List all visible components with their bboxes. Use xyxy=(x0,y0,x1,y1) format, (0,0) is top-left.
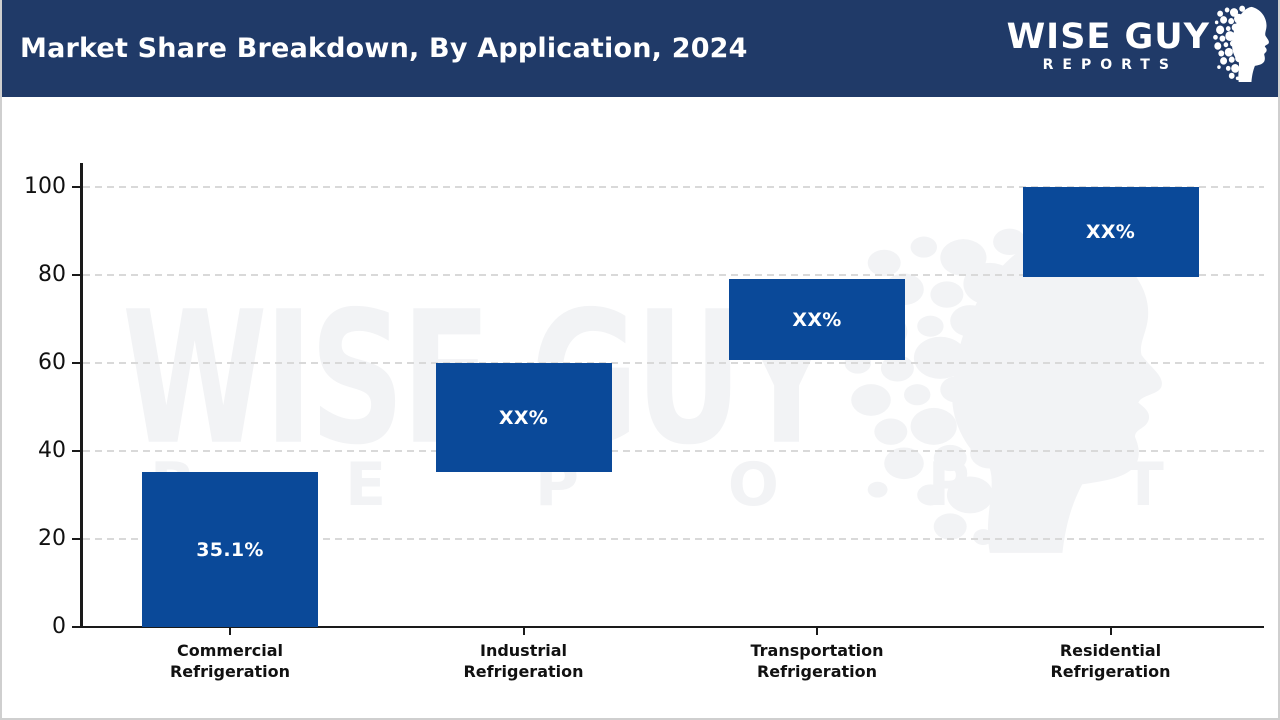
brand-subtitle: REPORTS xyxy=(1042,56,1178,73)
bar-residential-refrigeration: XX% xyxy=(1022,186,1199,277)
x-tick-0 xyxy=(229,628,231,635)
x-tick-3 xyxy=(1109,628,1112,635)
y-tick-100 xyxy=(72,185,81,188)
y-tick-label-40: 40 xyxy=(38,437,66,463)
bar-value-label-industrial-refrigeration: XX% xyxy=(498,406,549,429)
x-tick-2 xyxy=(816,628,818,635)
x-axis-label-transportation-refrigeration: Transportation Refrigeration xyxy=(750,641,884,681)
bar-value-label-transportation-refrigeration: XX% xyxy=(792,308,842,331)
y-tick-80 xyxy=(72,273,81,276)
y-tick-40 xyxy=(72,449,81,452)
bar-value-label-residential-refrigeration: XX% xyxy=(1085,220,1136,243)
bar-commercial-refrigeration: 35.1% xyxy=(142,472,318,627)
brand-name: WISE GUY xyxy=(1006,17,1210,58)
x-axis-label-residential-refrigeration: Residential Refrigeration xyxy=(1050,641,1171,681)
y-tick-0 xyxy=(72,626,81,628)
y-tick-label-100: 100 xyxy=(24,173,66,199)
y-axis-line xyxy=(80,163,83,628)
y-tick-label-0: 0 xyxy=(52,614,66,639)
y-tick-label-20: 20 xyxy=(38,525,66,551)
brand-head-icon xyxy=(1213,5,1269,83)
brand-logo-text: WISE GUY REPORTS xyxy=(1007,19,1210,73)
x-axis-line xyxy=(80,625,1264,628)
y-tick-label-80: 80 xyxy=(38,261,66,287)
x-axis-label-industrial-refrigeration: Industrial Refrigeration xyxy=(463,641,584,681)
gridline-40 xyxy=(83,449,1264,452)
chart-title: Market Share Breakdown, By Application, … xyxy=(20,33,748,64)
x-axis-label-commercial-refrigeration: Commercial Refrigeration xyxy=(169,641,290,681)
gridline-20 xyxy=(83,537,1264,540)
y-tick-label-60: 60 xyxy=(38,349,66,375)
header-bar: Market Share Breakdown, By Application, … xyxy=(0,0,1280,97)
gridline-80 xyxy=(83,273,1264,276)
bar-value-label-commercial-refrigeration: 35.1% xyxy=(196,538,264,561)
brand-logo: WISE GUY REPORTS xyxy=(1007,5,1270,87)
y-tick-60 xyxy=(72,361,81,364)
x-tick-1 xyxy=(522,628,525,635)
bar-industrial-refrigeration: XX% xyxy=(435,362,612,473)
gridline-100 xyxy=(83,185,1264,188)
y-tick-20 xyxy=(72,537,81,540)
gridline-60 xyxy=(83,361,1264,364)
bar-transportation-refrigeration: XX% xyxy=(729,279,905,361)
